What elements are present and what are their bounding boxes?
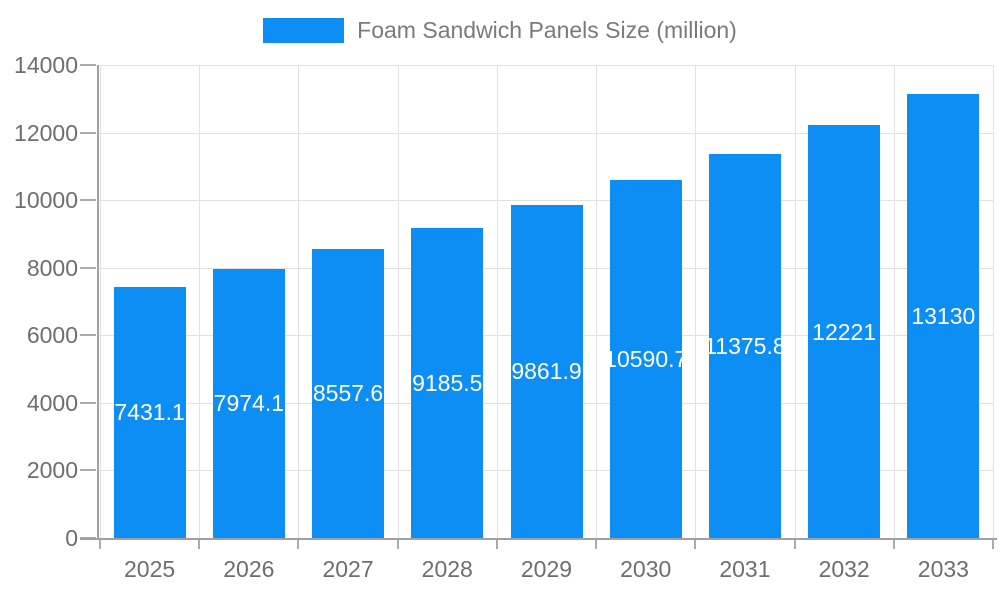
legend-swatch [263,17,345,43]
x-axis-tick [595,540,598,549]
gridline-vertical [993,65,994,538]
bar-value-label: 12221 [812,318,877,345]
y-axis-tick [80,266,96,269]
gridline-horizontal [99,200,993,202]
bar-value-label: 8557.6 [312,380,384,407]
bar-value-label: 9185.5 [412,369,483,396]
x-axis-tick-label: 2030 [620,556,672,582]
bar [312,248,385,538]
x-axis-tick [297,540,300,549]
bar-value-label: 9861.9 [511,358,582,385]
y-axis-tick-label: 12000 [14,119,78,146]
bar-value-label: 7431.1 [114,399,185,426]
bar [808,125,881,538]
y-axis-tick-label: 10000 [14,187,78,214]
gridline-horizontal [99,65,993,66]
y-axis-tick-label: 8000 [26,254,78,281]
x-axis-tick [396,540,399,549]
x-axis-tick [892,540,895,549]
y-axis-tick [80,469,96,472]
gridline-vertical [794,65,796,538]
gridline-horizontal [99,132,993,134]
x-axis-tick [793,540,796,549]
y-axis-tick [80,401,96,404]
x-axis-tick-label: 2027 [322,556,374,582]
y-axis-tick [80,199,96,202]
y-axis-tick-label: 4000 [26,389,78,416]
gridline-vertical [298,65,300,538]
x-axis-tick [495,540,498,549]
y-axis-tick [80,64,96,66]
bar-value-label: 13130 [911,303,976,330]
gridline-vertical [199,65,201,538]
chart-legend[interactable]: Foam Sandwich Panels Size (million) [0,16,1000,44]
x-axis-tick [198,540,201,549]
bar [708,153,781,538]
x-axis-tick-label: 2028 [421,556,473,582]
gridline-vertical [397,65,399,538]
gridline-vertical [695,65,697,538]
gridline-vertical [496,65,498,538]
x-axis-tick-label: 2026 [223,556,275,582]
bar [212,268,285,538]
bar [609,180,682,538]
gridline-vertical [893,65,895,538]
x-axis-line [80,538,997,540]
gridline-vertical [596,65,598,538]
bar-value-label: 11375.8 [704,332,786,359]
x-axis-tick-label: 2032 [818,556,870,582]
bar [510,204,583,538]
y-axis-tick-label: 0 [65,525,78,551]
x-axis-tick [99,540,101,549]
y-axis-tick-label: 14000 [14,52,78,78]
gridline-vertical [100,65,101,538]
bar [907,94,980,538]
y-axis-tick [80,334,96,337]
y-axis-tick [80,131,96,134]
y-axis-line [97,65,99,540]
x-axis-tick [992,540,994,549]
x-axis-tick-label: 2031 [719,556,771,582]
x-axis-tick-label: 2033 [917,556,969,582]
bar [113,286,186,538]
y-axis-tick-label: 6000 [26,322,78,349]
bar-value-label: 7974.1 [213,390,285,417]
bar [411,227,484,538]
y-axis-tick-label: 2000 [26,457,78,484]
x-axis-tick [694,540,697,549]
chart-title: Foam Sandwich Panels Size (million) [357,17,737,43]
x-axis-tick-label: 2025 [124,556,176,582]
x-axis-tick-label: 2029 [520,556,573,582]
bar-value-label: 10590.7 [604,346,688,373]
